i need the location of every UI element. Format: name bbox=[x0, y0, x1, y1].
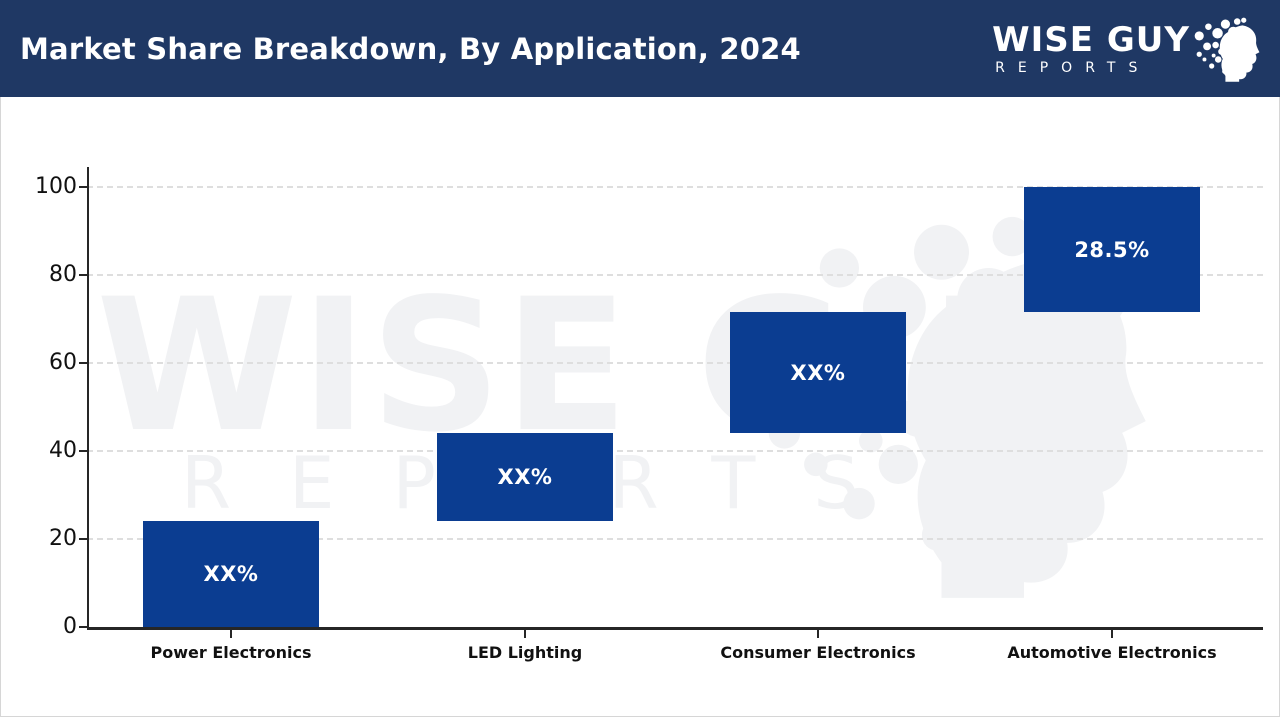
logo-subtitle: REPORTS bbox=[995, 59, 1151, 76]
page-title: Market Share Breakdown, By Application, … bbox=[20, 31, 801, 66]
x-category-label: Power Electronics bbox=[150, 643, 312, 662]
y-tick-mark bbox=[79, 450, 87, 452]
y-tick-label: 40 bbox=[49, 438, 77, 463]
bar-value-label: XX% bbox=[790, 360, 846, 385]
x-category-label: Automotive Electronics bbox=[1007, 643, 1217, 662]
y-tick-label: 80 bbox=[49, 262, 77, 287]
bar-value-label: 28.5% bbox=[1074, 237, 1150, 262]
y-tick-label: 20 bbox=[49, 526, 77, 551]
wiseguy-face-icon bbox=[1194, 17, 1260, 82]
x-category-label: Consumer Electronics bbox=[720, 643, 916, 662]
y-tick-label: 60 bbox=[49, 350, 77, 375]
y-tick-mark bbox=[79, 274, 87, 276]
x-tick-mark bbox=[817, 630, 819, 638]
logo-wordmark: WISE GUY bbox=[992, 19, 1190, 60]
x-category-label: LED Lighting bbox=[467, 643, 583, 662]
header-bar: Market Share Breakdown, By Application, … bbox=[0, 0, 1280, 97]
bar-value-label: XX% bbox=[497, 465, 553, 490]
y-tick-mark bbox=[79, 538, 87, 540]
gridline-80 bbox=[87, 274, 1263, 276]
chart-area: WISE GUY REPORTS 020406080100XX%XX%XX%28… bbox=[0, 97, 1280, 717]
gridline-60 bbox=[87, 362, 1263, 364]
bar-led-lighting: XX% bbox=[437, 433, 613, 522]
bar-power-electronics: XX% bbox=[143, 521, 319, 627]
y-tick-label: 100 bbox=[35, 174, 77, 199]
wiseguy-logo: WISE GUY REPORTS bbox=[992, 10, 1280, 88]
gridline-40 bbox=[87, 450, 1263, 452]
x-axis-line bbox=[87, 627, 1263, 630]
gridline-100 bbox=[87, 186, 1263, 188]
x-tick-mark bbox=[230, 630, 232, 638]
y-tick-mark bbox=[79, 362, 87, 364]
bar-automotive-electronics: 28.5% bbox=[1024, 187, 1200, 313]
x-tick-mark bbox=[1111, 630, 1113, 638]
y-tick-mark bbox=[79, 626, 87, 628]
bar-value-label: XX% bbox=[203, 562, 259, 587]
y-axis-line bbox=[87, 167, 89, 630]
wiseguy-logo-text: WISE GUY REPORTS bbox=[992, 23, 1190, 75]
y-tick-label: 0 bbox=[63, 614, 77, 639]
y-tick-mark bbox=[79, 186, 87, 188]
gridline-20 bbox=[87, 538, 1263, 540]
bar-consumer-electronics: XX% bbox=[730, 312, 906, 434]
x-tick-mark bbox=[524, 630, 526, 638]
